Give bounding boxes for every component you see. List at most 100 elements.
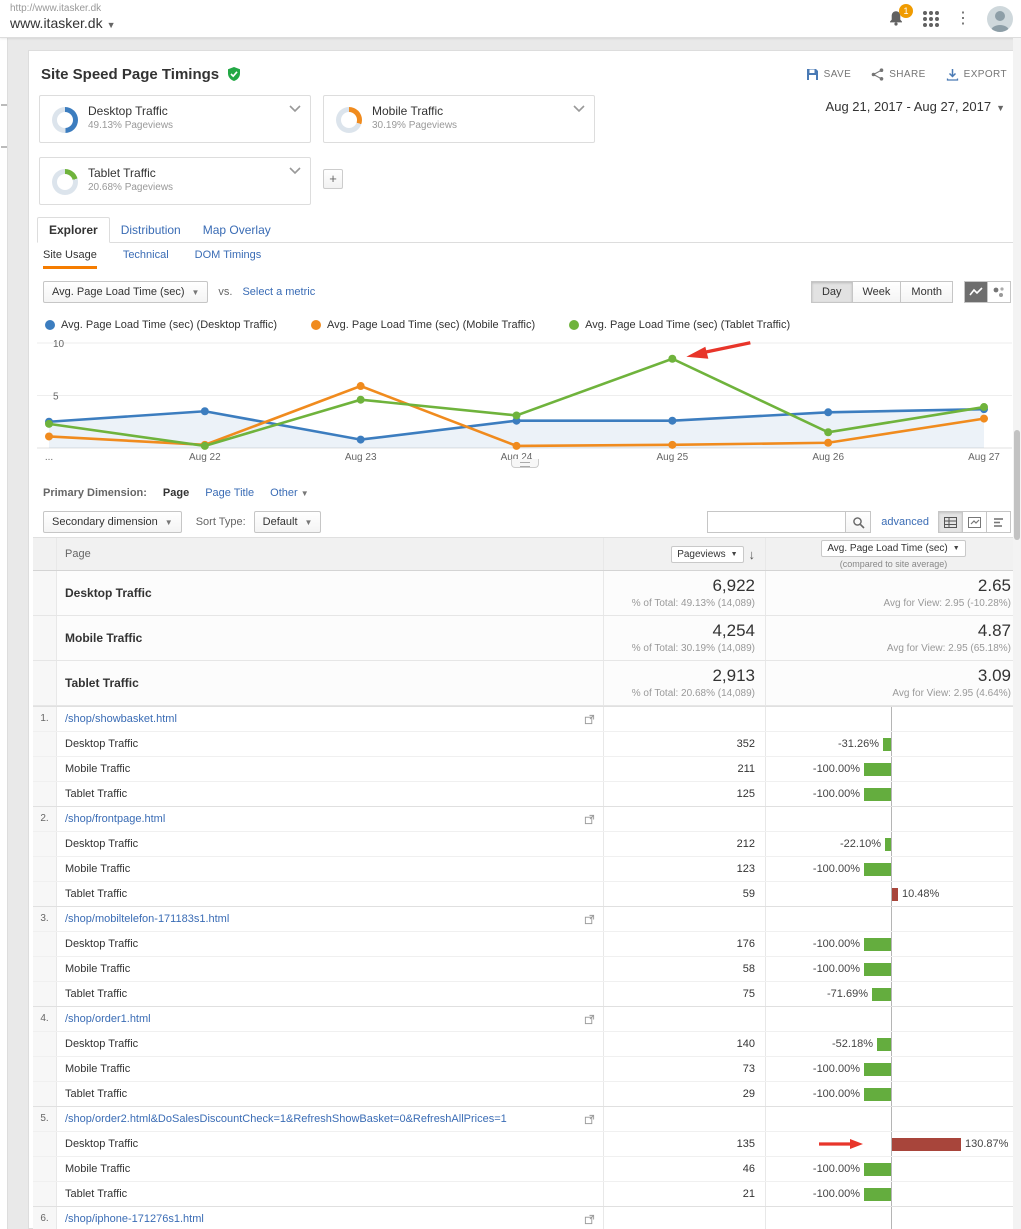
subtab-site-usage[interactable]: Site Usage bbox=[43, 249, 97, 269]
sort-type-dropdown[interactable]: Default ▼ bbox=[253, 511, 322, 533]
open-in-new-icon[interactable] bbox=[584, 1114, 595, 1125]
pageviews-value: 123 bbox=[736, 863, 755, 875]
line-chart-type-button[interactable] bbox=[964, 281, 988, 303]
page-link[interactable]: /shop/showbasket.html bbox=[65, 713, 177, 725]
add-segment-button[interactable]: + bbox=[323, 169, 343, 189]
chevron-down-icon[interactable] bbox=[288, 166, 302, 175]
table-row: 6. /shop/iphone-171276s1.html bbox=[33, 1206, 1021, 1229]
sort-type-label: Sort Type: bbox=[195, 516, 246, 528]
segment-name: Tablet Traffic bbox=[65, 788, 128, 800]
page-link[interactable]: /shop/iphone-171276s1.html bbox=[65, 1213, 204, 1225]
segment-card-mobile[interactable]: Mobile Traffic 30.19% Pageviews bbox=[323, 95, 595, 143]
comparison-view-button[interactable] bbox=[986, 511, 1011, 533]
search-button[interactable] bbox=[845, 511, 872, 533]
delta-percent: -100.00% bbox=[812, 1163, 860, 1175]
column-header-page[interactable]: Page bbox=[65, 548, 91, 560]
negative-delta-bar bbox=[864, 787, 891, 801]
data-view-button[interactable] bbox=[938, 511, 963, 533]
search-icon bbox=[852, 516, 865, 529]
chevron-down-icon: ▼ bbox=[191, 287, 200, 297]
segment-row: Desktop Traffic 140 -52.18% bbox=[33, 1031, 1021, 1056]
page-link[interactable]: /shop/frontpage.html bbox=[65, 813, 166, 825]
metric-select-dropdown[interactable]: Avg. Page Load Time (sec) ▼ bbox=[43, 281, 209, 303]
line-chart-icon bbox=[969, 287, 983, 296]
select-metric-link[interactable]: Select a metric bbox=[242, 286, 316, 298]
subtab-dom-timings[interactable]: DOM Timings bbox=[194, 249, 262, 261]
dimension-page-title[interactable]: Page Title bbox=[205, 487, 255, 499]
page-link[interactable]: /shop/order1.html bbox=[65, 1013, 151, 1025]
account-selector[interactable]: http://www.itasker.dk www.itasker.dk ▼ bbox=[10, 3, 116, 31]
granularity-month-button[interactable]: Month bbox=[900, 281, 953, 303]
chart-area: 5 10... Aug 22 Aug 23 Aug 24 Aug 25 Aug 26 Aug … bbox=[37, 335, 1021, 475]
segment-card-tablet[interactable]: Tablet Traffic 20.68% Pageviews bbox=[39, 157, 311, 205]
secondary-dimension-dropdown[interactable]: Secondary dimension ▼ bbox=[43, 511, 182, 533]
timeline-scrubber-handle[interactable] bbox=[511, 459, 539, 468]
top-bar: http://www.itasker.dk www.itasker.dk ▼ 1 … bbox=[0, 0, 1021, 38]
pageviews-value: 59 bbox=[742, 888, 755, 900]
tab-map-overlay[interactable]: Map Overlay bbox=[202, 223, 271, 237]
negative-delta-bar bbox=[864, 962, 891, 976]
apps-grid-icon[interactable] bbox=[923, 11, 939, 27]
annotation-arrow-icon bbox=[686, 341, 751, 359]
tab-explorer[interactable]: Explorer bbox=[37, 217, 110, 243]
bars-icon bbox=[994, 517, 1003, 527]
subtab-technical[interactable]: Technical bbox=[122, 249, 169, 261]
export-button[interactable]: EXPORT bbox=[946, 68, 1007, 81]
legend-item[interactable]: Avg. Page Load Time (sec) (Mobile Traffi… bbox=[311, 319, 535, 331]
scrollbar-thumb[interactable] bbox=[1014, 430, 1020, 540]
pivot-view-button[interactable] bbox=[962, 511, 987, 533]
delta-percent: -100.00% bbox=[812, 938, 860, 950]
user-avatar[interactable] bbox=[987, 6, 1013, 32]
tab-distribution[interactable]: Distribution bbox=[120, 223, 181, 237]
notification-count-badge: 1 bbox=[899, 4, 913, 18]
date-range-selector[interactable]: Aug 21, 2017 - Aug 27, 2017 ▼ bbox=[825, 99, 1005, 114]
svg-text:Aug 26: Aug 26 bbox=[812, 452, 844, 463]
motion-chart-type-button[interactable] bbox=[987, 281, 1011, 303]
pageviews-value: 140 bbox=[736, 1038, 755, 1050]
notifications-button[interactable]: 1 bbox=[887, 4, 913, 29]
negative-delta-bar bbox=[864, 937, 891, 951]
granularity-day-button[interactable]: Day bbox=[810, 281, 853, 303]
dimension-other[interactable]: Other ▼ bbox=[270, 487, 309, 499]
segment-row: Desktop Traffic 176 -100.00% bbox=[33, 931, 1021, 956]
segment-name: Tablet Traffic bbox=[65, 888, 128, 900]
delta-percent: -22.10% bbox=[840, 838, 881, 850]
dimension-page[interactable]: Page bbox=[162, 487, 190, 499]
metric-column-dropdown[interactable]: Avg. Page Load Time (sec) ▼ bbox=[821, 539, 966, 557]
positive-delta-bar bbox=[892, 1137, 961, 1151]
open-in-new-icon[interactable] bbox=[584, 914, 595, 925]
page-link[interactable]: /shop/mobiltelefon-171183s1.html bbox=[65, 913, 230, 925]
legend-item[interactable]: Avg. Page Load Time (sec) (Desktop Traff… bbox=[45, 319, 277, 331]
negative-delta-bar bbox=[864, 862, 891, 876]
delta-percent: -52.18% bbox=[832, 1038, 873, 1050]
pageviews-value: 212 bbox=[736, 838, 755, 850]
pageviews-column-dropdown[interactable]: Pageviews ▼ bbox=[671, 545, 744, 563]
table-search-input[interactable] bbox=[707, 511, 846, 533]
save-button[interactable]: SAVE bbox=[806, 68, 852, 81]
open-in-new-icon[interactable] bbox=[584, 814, 595, 825]
open-in-new-icon[interactable] bbox=[584, 714, 595, 725]
segment-name: Desktop Traffic bbox=[65, 738, 139, 750]
chevron-down-icon[interactable] bbox=[288, 104, 302, 113]
page-link[interactable]: /shop/order2.html&DoSalesDiscountCheck=1… bbox=[65, 1113, 507, 1125]
sort-descending-icon[interactable]: ↓ bbox=[748, 546, 756, 562]
chevron-down-icon[interactable] bbox=[572, 104, 586, 113]
timeseries-chart[interactable]: 5 10... Aug 22 Aug 23 Aug 24 Aug 25 Aug 26 Aug … bbox=[37, 335, 1021, 475]
granularity-week-button[interactable]: Week bbox=[851, 281, 902, 303]
collapsed-nav-rail[interactable] bbox=[0, 38, 8, 1229]
share-button[interactable]: SHARE bbox=[871, 67, 925, 81]
pageviews-value: 352 bbox=[736, 738, 755, 750]
summary-row: Desktop Traffic 6,922% of Total: 49.13% … bbox=[33, 571, 1021, 616]
delta-percent: -100.00% bbox=[812, 788, 860, 800]
overflow-menu-icon[interactable]: ⋮ bbox=[955, 10, 971, 27]
segment-card-desktop[interactable]: Desktop Traffic 49.13% Pageviews bbox=[39, 95, 311, 143]
table-grid-icon bbox=[944, 516, 957, 528]
page-scrollbar[interactable] bbox=[1013, 38, 1021, 1229]
legend-item[interactable]: Avg. Page Load Time (sec) (Tablet Traffi… bbox=[569, 319, 790, 331]
open-in-new-icon[interactable] bbox=[584, 1014, 595, 1025]
pivot-icon bbox=[968, 516, 981, 528]
table-row: 3. /shop/mobiltelefon-171183s1.html bbox=[33, 906, 1021, 931]
open-in-new-icon[interactable] bbox=[584, 1214, 595, 1225]
segment-name: Mobile Traffic bbox=[65, 1063, 131, 1075]
advanced-filter-link[interactable]: advanced bbox=[881, 516, 929, 528]
